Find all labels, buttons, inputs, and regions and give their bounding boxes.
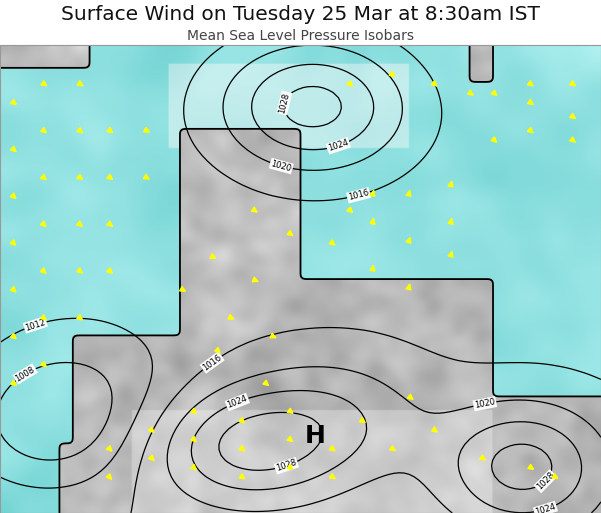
Text: 1024: 1024 <box>226 394 249 410</box>
Text: 1008: 1008 <box>14 365 37 383</box>
Text: 1028: 1028 <box>275 458 298 473</box>
Text: 1024: 1024 <box>327 138 350 153</box>
Text: 1016: 1016 <box>201 353 224 372</box>
Text: 1016: 1016 <box>347 188 370 202</box>
Text: H: H <box>305 424 326 448</box>
Text: 1028: 1028 <box>277 92 291 114</box>
Text: Surface Wind on Tuesday 25 Mar at 8:30am IST: Surface Wind on Tuesday 25 Mar at 8:30am… <box>61 5 540 24</box>
Text: 1024: 1024 <box>534 502 557 513</box>
Text: 1028: 1028 <box>535 470 556 492</box>
Text: 1020: 1020 <box>474 397 496 410</box>
Text: 1012: 1012 <box>24 318 47 332</box>
Text: 1020: 1020 <box>270 159 293 173</box>
Text: Mean Sea Level Pressure Isobars: Mean Sea Level Pressure Isobars <box>187 29 414 43</box>
